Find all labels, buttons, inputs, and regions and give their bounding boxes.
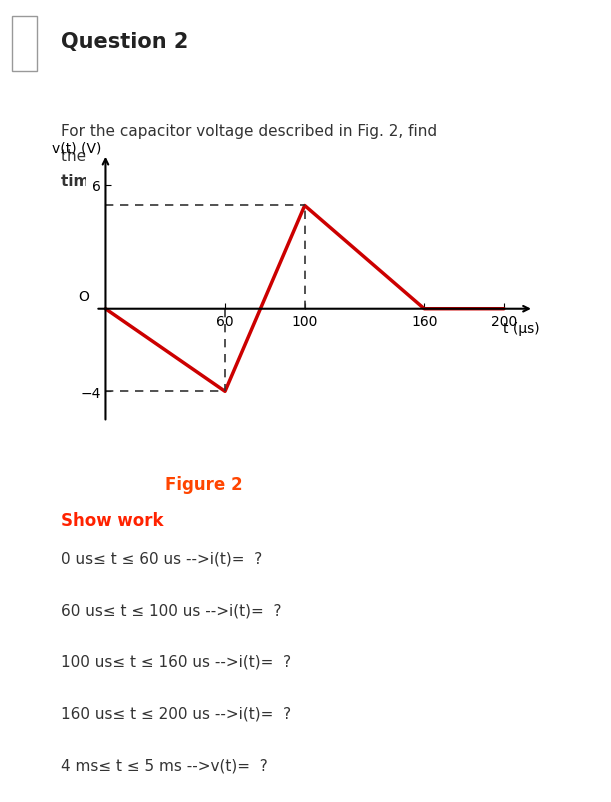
- Text: 0 us≤ t ≤ 60 us -->i(t)=  ?: 0 us≤ t ≤ 60 us -->i(t)= ?: [61, 551, 262, 565]
- Text: v(t) (V): v(t) (V): [52, 141, 101, 156]
- Text: Figure 2: Figure 2: [165, 476, 243, 493]
- Text: time segment below:: time segment below:: [61, 174, 242, 189]
- Text: O: O: [79, 290, 90, 303]
- Text: 160 us≤ t ≤ 200 us -->i(t)=  ?: 160 us≤ t ≤ 200 us -->i(t)= ?: [61, 706, 291, 721]
- Text: Question 2: Question 2: [61, 32, 188, 52]
- Text: t (μs): t (μs): [503, 322, 540, 336]
- Text: the current in a 24-μF capacitor for each of the: the current in a 24-μF capacitor for eac…: [61, 149, 422, 164]
- Text: 60 us≤ t ≤ 100 us -->i(t)=  ?: 60 us≤ t ≤ 100 us -->i(t)= ?: [61, 602, 282, 618]
- Text: 100 us≤ t ≤ 160 us -->i(t)=  ?: 100 us≤ t ≤ 160 us -->i(t)= ?: [61, 654, 291, 669]
- Text: 4 ms≤ t ≤ 5 ms -->v(t)=  ?: 4 ms≤ t ≤ 5 ms -->v(t)= ?: [61, 758, 268, 772]
- FancyBboxPatch shape: [12, 17, 37, 71]
- Text: For the capacitor voltage described in Fig. 2, find: For the capacitor voltage described in F…: [61, 124, 437, 139]
- Text: Show work: Show work: [61, 512, 164, 529]
